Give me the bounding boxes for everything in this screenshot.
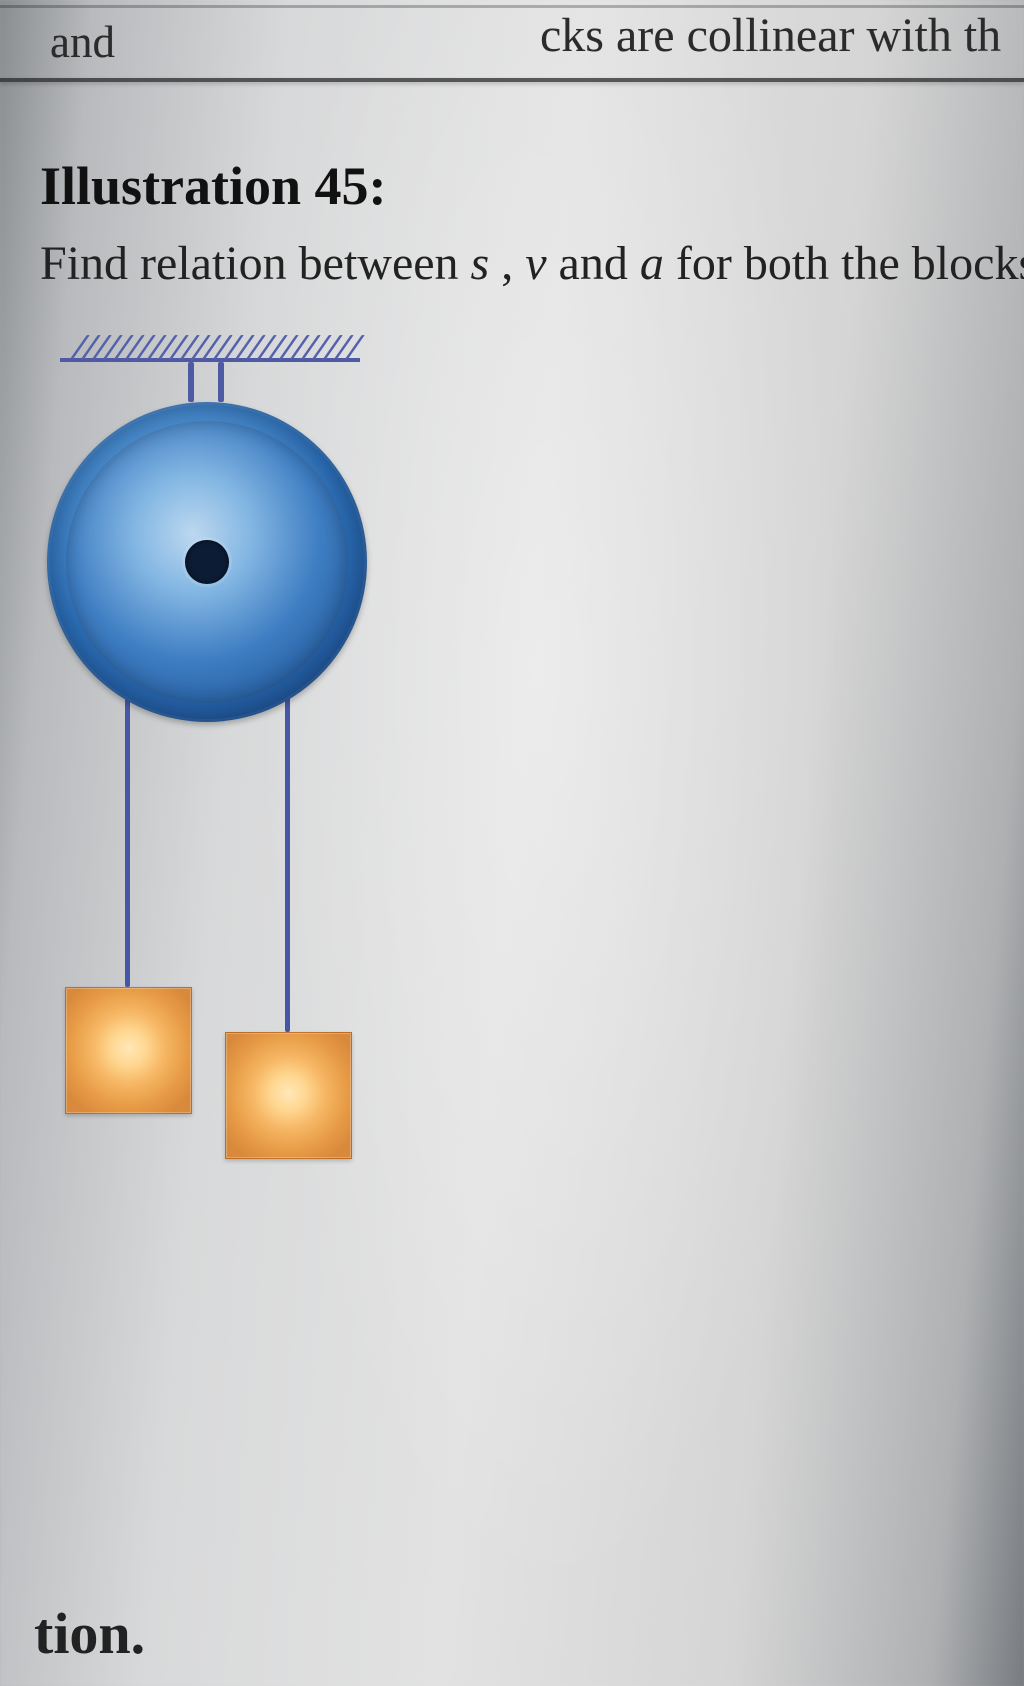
next-section-fragment: tion. [34, 1600, 145, 1667]
prev-line-fragment-right: cks are collinear with th [540, 8, 1001, 63]
block-right [225, 1032, 352, 1159]
body-post: for both the blocks. [676, 237, 1024, 290]
var-s: s [471, 237, 490, 290]
var-a: a [640, 237, 664, 290]
problem-statement: Find relation between s , v and a for bo… [40, 236, 1024, 291]
page-shadow-edge [0, 78, 1024, 82]
pulley-axle [185, 540, 229, 584]
hanger-rod-right [218, 362, 224, 402]
var-v: v [525, 237, 546, 290]
body-mid1: , [501, 237, 525, 290]
ceiling-hatch [70, 335, 90, 359]
block-left [65, 987, 192, 1114]
hanger-rod-left [188, 362, 194, 402]
prev-line-fragment-left: and [50, 16, 115, 68]
body-mid2: and [559, 237, 640, 290]
illustration-heading: Illustration 45: [40, 155, 387, 217]
body-pre: Find relation between [40, 237, 471, 290]
ceiling [60, 332, 360, 362]
